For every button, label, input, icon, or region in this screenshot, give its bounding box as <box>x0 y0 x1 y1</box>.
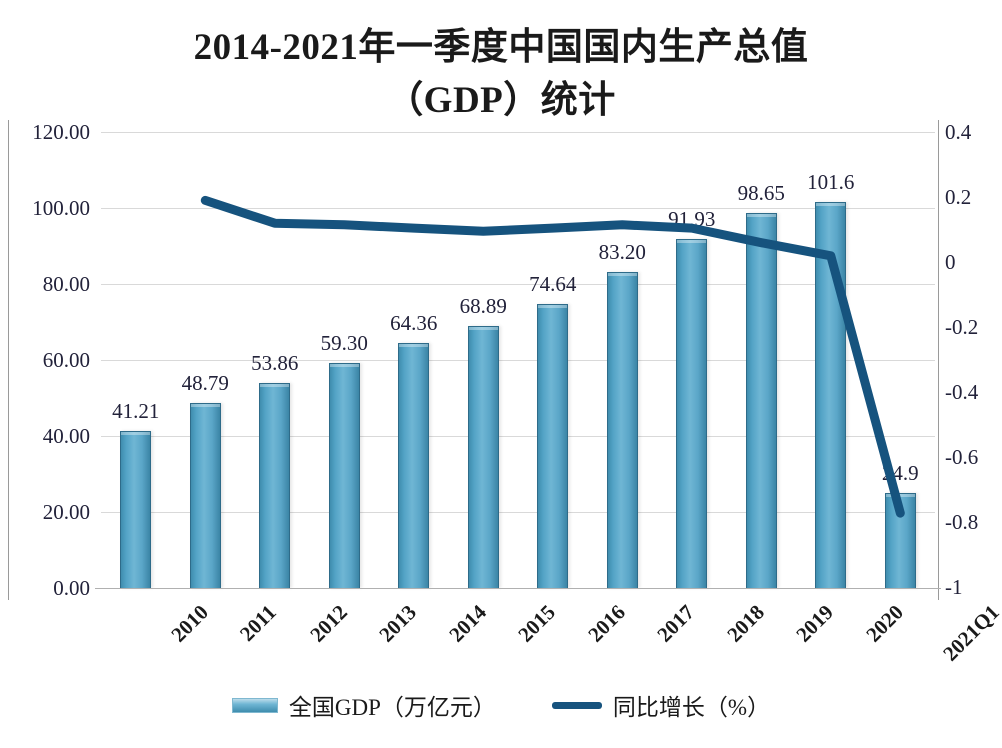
x-axis-label-2010: 2010 <box>166 600 213 647</box>
chart-title-line-2: （GDP）统计 <box>386 79 616 121</box>
x-axis-label-2018: 2018 <box>722 600 769 647</box>
right-axis-spine <box>938 120 939 600</box>
gridline-40 <box>101 436 935 437</box>
bar-2014 <box>398 343 430 588</box>
bar-label-2021Q1: 24.9 <box>881 461 919 486</box>
y-left-tick-80: 80.00 <box>42 272 90 296</box>
legend-line-swatch-icon <box>551 701 602 709</box>
x-axis-label-2012: 2012 <box>305 600 352 647</box>
bar-label-2018: 91.93 <box>668 206 716 231</box>
left-axis-spine <box>8 120 9 600</box>
bar-2021Q1 <box>884 493 916 588</box>
legend-label-growth: 同比增长（%） <box>612 695 771 720</box>
y-right-tick-0: 0 <box>945 250 956 274</box>
legend-label-gdp: 全国GDP（万亿元） <box>288 695 496 720</box>
bar-2020 <box>815 201 847 588</box>
y-left-tick-20: 20.00 <box>42 500 90 524</box>
bar-2013 <box>328 362 360 588</box>
y-left-tick-0: 0.00 <box>53 576 90 600</box>
legend-item-growth[interactable]: 同比增长（%） <box>551 688 771 722</box>
y-right-tick--0-6: -0.6 <box>945 445 979 469</box>
bar-2015 <box>467 326 499 588</box>
y-right-tick-0-2: 0.2 <box>945 185 972 209</box>
bar-2012 <box>259 383 291 588</box>
x-axis-label-2015: 2015 <box>513 600 561 647</box>
bar-2017 <box>606 271 638 588</box>
y-left-tick-120: 120.00 <box>32 120 90 144</box>
y-right-tick--0-4: -0.4 <box>945 380 979 404</box>
chart-title-line-1: 2014-2021年一季度中国国内生产总值 <box>193 27 809 68</box>
x-axis-label-2016: 2016 <box>583 600 630 647</box>
bar-label-2010: 41.21 <box>112 399 160 424</box>
category-axis-line <box>95 588 941 589</box>
bar-label-2016: 74.64 <box>529 272 577 297</box>
x-axis-label-2014: 2014 <box>444 600 491 647</box>
y-right-tick--0-2: -0.2 <box>945 315 979 339</box>
legend-bar-swatch-icon <box>231 697 278 713</box>
gridline-100 <box>101 208 935 209</box>
y-right-tick-0-4: 0.4 <box>945 120 972 144</box>
bar-label-2020: 101.6 <box>807 169 855 194</box>
bar-label-2015: 68.89 <box>459 294 507 319</box>
chart-title: 2014-2021年一季度中国国内生产总值 （GDP）统计 <box>0 22 1002 127</box>
x-axis-label-2011: 2011 <box>235 600 282 646</box>
x-axis-label-2020: 2020 <box>861 600 908 647</box>
bar-label-2017: 83.20 <box>598 239 646 264</box>
plot-area <box>101 132 935 588</box>
legend-item-gdp[interactable]: 全国GDP（万亿元） <box>231 688 496 722</box>
bar-2019 <box>745 213 777 588</box>
bar-2018 <box>676 238 708 588</box>
y-left-tick-60: 60.00 <box>42 348 90 372</box>
gridline-60 <box>101 360 935 361</box>
x-axis-label-2013: 2013 <box>374 600 422 647</box>
x-axis-label-2017: 2017 <box>652 600 700 647</box>
bar-2016 <box>537 304 569 588</box>
y-right-tick--1: -1 <box>945 575 963 599</box>
chart-legend: 全国GDP（万亿元） 同比增长（%） <box>0 688 1002 722</box>
bar-2010 <box>120 431 152 588</box>
bar-2011 <box>189 402 221 588</box>
x-axis-label-2021Q1: 2021Q1 <box>938 600 1002 666</box>
y-right-tick--0-8: -0.8 <box>945 510 979 534</box>
gridline-20 <box>101 512 935 513</box>
gridline-120 <box>101 132 935 133</box>
y-left-tick-40: 40.00 <box>42 424 90 448</box>
x-axis-label-2019: 2019 <box>791 600 839 647</box>
y-left-tick-100: 100.00 <box>32 196 90 220</box>
